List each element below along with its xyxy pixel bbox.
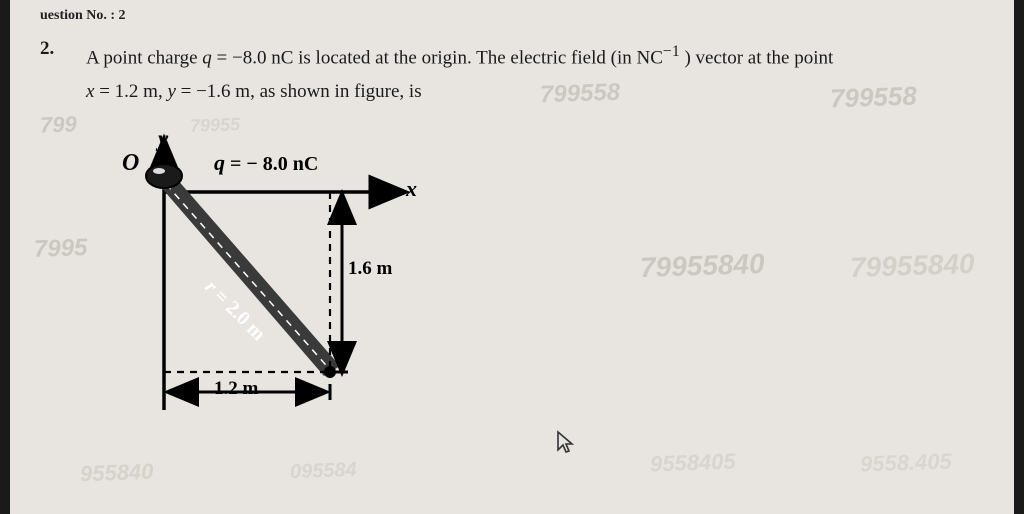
q-value: = − 8.0 nC: [225, 153, 318, 175]
charge-variable: q: [202, 47, 212, 68]
text-fragment: ) vector at the point: [680, 47, 834, 68]
text-fragment: A point charge: [86, 47, 202, 68]
question-row: 2. A point charge q = −8.0 nC is located…: [40, 38, 984, 418]
y-value: = −1.6 m: [176, 81, 250, 102]
watermark: 955840: [80, 459, 154, 488]
watermark: 9558405: [650, 449, 737, 478]
charge-label: q = − 8.0 nC: [214, 150, 318, 176]
question-body: A point charge q = −8.0 nC is located at…: [86, 38, 984, 418]
horizontal-dimension: 1.2 m: [214, 378, 258, 400]
y-variable: y: [167, 81, 175, 102]
vertical-dimension: 1.6 m: [348, 258, 392, 280]
unit-nc: NC: [636, 47, 662, 68]
y-axis-label: y: [158, 126, 168, 152]
unit-exponent: −1: [663, 43, 680, 60]
watermark: 9558.405: [860, 448, 953, 477]
x-value: = 1.2 m: [94, 81, 158, 102]
physics-diagram: y O q = − 8.0 nC x r = 2.0 m 1.6 m 1.2 m: [86, 128, 466, 418]
mouse-cursor-icon: [555, 430, 575, 456]
header-question-number: uestion No. : 2: [40, 8, 984, 24]
x-axis-label: x: [406, 176, 417, 202]
watermark: 095584: [290, 459, 358, 484]
q-var: q: [214, 150, 225, 175]
question-number: 2.: [40, 38, 66, 418]
question-text: A point charge q = −8.0 nC is located at…: [86, 38, 984, 108]
separator: ,: [158, 81, 168, 102]
page-container: uestion No. : 2 2. A point charge q = −8…: [10, 0, 1014, 514]
charge-value: = −8.0 nC: [212, 47, 294, 68]
text-fragment: , as shown in figure, is: [250, 81, 422, 102]
text-fragment: is located at the origin. The electric f…: [293, 47, 636, 68]
origin-label: O: [122, 150, 139, 177]
